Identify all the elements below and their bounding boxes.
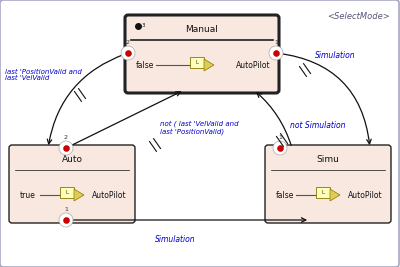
FancyBboxPatch shape — [9, 145, 135, 223]
Bar — [60, 187, 74, 198]
FancyBboxPatch shape — [265, 145, 391, 223]
Text: AutoPilot: AutoPilot — [236, 61, 271, 69]
Text: 3: 3 — [142, 23, 146, 28]
Text: Simu: Simu — [316, 155, 340, 163]
Text: 1: 1 — [278, 135, 282, 140]
Text: not Simulation: not Simulation — [290, 120, 346, 129]
Text: Simulation: Simulation — [315, 50, 356, 60]
Circle shape — [269, 46, 283, 60]
Polygon shape — [204, 59, 214, 71]
Polygon shape — [330, 189, 340, 201]
Text: 2: 2 — [64, 135, 68, 140]
Text: Manual: Manual — [186, 25, 218, 33]
Text: 1: 1 — [274, 40, 278, 45]
Text: false: false — [276, 190, 294, 199]
Text: L: L — [196, 60, 198, 65]
Text: <SelectMode>: <SelectMode> — [327, 12, 390, 21]
Bar — [190, 57, 204, 68]
Text: Auto: Auto — [62, 155, 82, 163]
Text: true: true — [20, 190, 36, 199]
Circle shape — [121, 46, 135, 60]
Circle shape — [273, 141, 287, 155]
Circle shape — [59, 141, 73, 155]
Bar — [316, 187, 330, 198]
Text: last 'PositionValid and
last 'VelValid: last 'PositionValid and last 'VelValid — [5, 69, 82, 81]
Text: L: L — [322, 190, 324, 195]
Text: L: L — [66, 190, 68, 195]
Text: AutoPilot: AutoPilot — [348, 190, 383, 199]
FancyBboxPatch shape — [125, 15, 279, 93]
Text: not ( last 'VelValid and
last 'PositionValid): not ( last 'VelValid and last 'PositionV… — [160, 121, 239, 135]
Text: 2: 2 — [126, 40, 130, 45]
Text: 1: 1 — [64, 207, 68, 212]
Circle shape — [59, 213, 73, 227]
Polygon shape — [74, 189, 84, 201]
Text: AutoPilot: AutoPilot — [92, 190, 127, 199]
Text: false: false — [136, 61, 154, 69]
Text: Simulation: Simulation — [155, 235, 195, 245]
